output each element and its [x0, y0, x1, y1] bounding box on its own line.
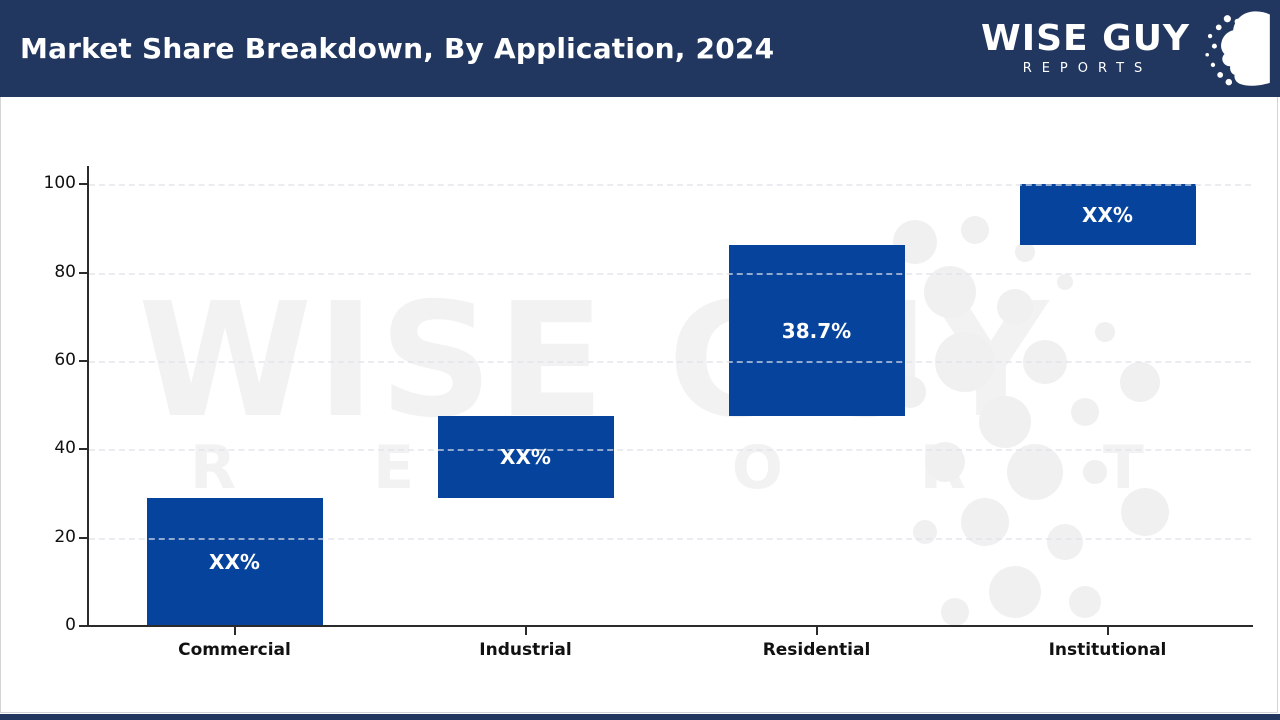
x-tick-institutional: [1106, 627, 1109, 635]
y-tick-label-100: 100: [43, 173, 76, 194]
header-bar: Market Share Breakdown, By Application, …: [0, 0, 1280, 97]
bar-value-label-industrial: XX%: [500, 445, 551, 470]
wiseguy-logo: WISE GUY REPORTS: [981, 0, 1272, 97]
bar-value-label-commercial: XX%: [209, 549, 260, 574]
watermark-face-dots: [883, 216, 1169, 626]
y-tick-80: [79, 271, 87, 274]
page-title: Market Share Breakdown, By Application, …: [20, 32, 775, 65]
y-tick-40: [79, 448, 87, 451]
y-tick-label-40: 40: [54, 438, 76, 459]
y-tick-0: [79, 625, 87, 627]
bar-value-label-institutional: XX%: [1082, 202, 1133, 227]
y-tick-label-80: 80: [54, 261, 76, 282]
y-tick-label-60: 60: [54, 350, 76, 371]
bar-industrial: [437, 416, 614, 498]
y-tick-60: [79, 360, 87, 363]
wiseguy-face-icon: [1205, 10, 1270, 86]
category-label-industrial: Industrial: [479, 640, 572, 660]
category-label-institutional: Institutional: [1048, 640, 1167, 660]
x-tick-residential: [815, 627, 818, 635]
y-tick-label-0: 0: [65, 615, 76, 635]
category-label-commercial: Commercial: [178, 640, 291, 660]
footer-bar: [0, 714, 1280, 720]
bar-commercial: [146, 497, 323, 626]
logo-line2: REPORTS: [1022, 61, 1153, 76]
wiseguy-logo-text: WISE GUY REPORTS: [980, 18, 1190, 77]
x-tick-industrial: [524, 627, 527, 635]
bar-institutional: [1019, 184, 1196, 246]
y-tick-label-20: 20: [54, 526, 76, 547]
bar-value-label-residential: 38.7%: [781, 318, 852, 343]
x-axis-spine: [87, 625, 1253, 627]
y-axis-spine: [87, 166, 89, 627]
y-tick-20: [79, 536, 87, 539]
y-tick-100: [79, 183, 87, 186]
category-label-residential: Residential: [762, 640, 871, 660]
x-tick-commercial: [233, 627, 236, 635]
logo-line1: WISE GUY: [980, 18, 1190, 59]
